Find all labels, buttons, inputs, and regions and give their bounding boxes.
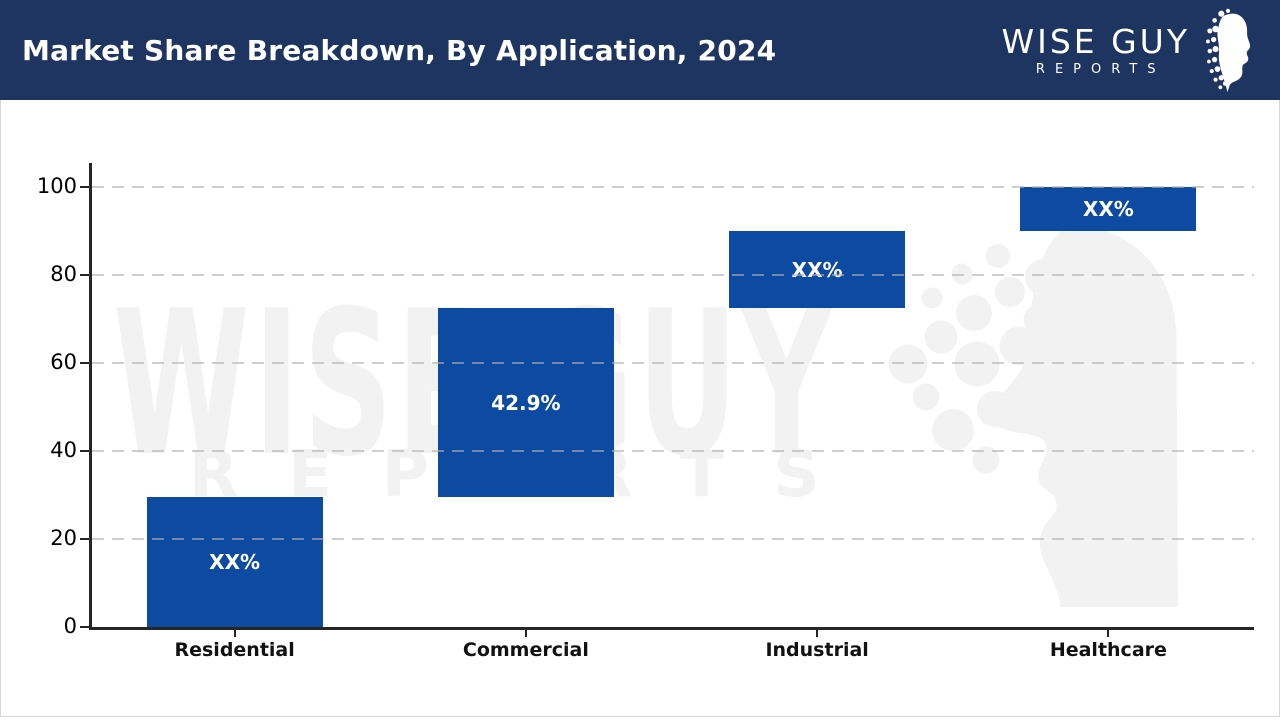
bar-healthcare: XX%	[1020, 187, 1197, 231]
category-label-commercial: Commercial	[462, 639, 589, 661]
gridline	[92, 450, 1254, 452]
bar-residential: XX%	[146, 497, 323, 627]
gridline	[92, 274, 1254, 276]
bar-value-label: XX%	[791, 257, 843, 282]
header-bar: Market Share Breakdown, By Application, …	[0, 0, 1280, 100]
brand-logo-text: WISE GUY REPORTS	[1001, 21, 1190, 78]
category-label-healthcare: Healthcare	[1049, 639, 1167, 661]
bar-value-label: XX%	[1082, 197, 1134, 221]
brand-logo: WISE GUY REPORTS	[1001, 8, 1270, 94]
gridline	[92, 538, 1254, 540]
y-axis-tick	[80, 274, 89, 276]
y-axis-tick	[80, 186, 89, 188]
y-axis-tick	[80, 538, 89, 540]
category-label-industrial: Industrial	[765, 639, 869, 661]
brand-subname: REPORTS	[1035, 62, 1166, 78]
brand-name: WISE GUY	[1001, 21, 1190, 61]
y-tick-label: 0	[63, 614, 77, 638]
y-tick-label: 60	[50, 350, 77, 374]
bar-commercial: 42.9%	[437, 308, 614, 498]
y-axis-tick	[80, 626, 89, 628]
chart-area: WISE GUY REPORTS 020406080100XX%Resident…	[0, 100, 1280, 717]
bar-value-label: XX%	[209, 550, 261, 575]
gridline	[92, 186, 1254, 188]
chart-title: Market Share Breakdown, By Application, …	[22, 33, 777, 67]
y-tick-label: 100	[36, 174, 77, 198]
y-tick-label: 80	[50, 262, 77, 286]
y-tick-label: 20	[50, 526, 77, 550]
x-axis-tick	[524, 629, 527, 637]
bar-value-label: 42.9%	[491, 390, 561, 415]
gridline	[92, 362, 1254, 364]
x-axis-tick	[1107, 629, 1110, 637]
x-axis-tick	[816, 629, 819, 637]
dotted-face-logo-icon	[1186, 8, 1270, 94]
x-axis	[89, 627, 1254, 630]
y-axis	[89, 163, 92, 629]
bar-industrial: XX%	[729, 231, 906, 309]
x-axis-tick	[233, 629, 236, 637]
y-tick-label: 40	[50, 438, 77, 462]
category-label-residential: Residential	[174, 639, 295, 661]
y-axis-tick	[80, 450, 89, 452]
y-axis-tick	[80, 362, 89, 364]
